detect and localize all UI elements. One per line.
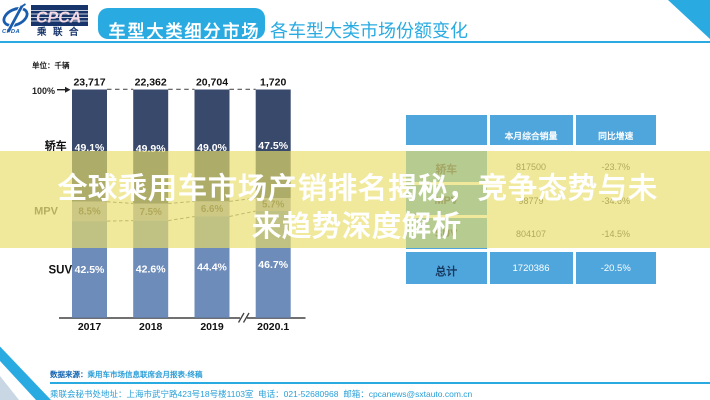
svg-text:CPDA: CPDA: [2, 29, 20, 35]
svg-text:CPCA: CPCA: [36, 10, 81, 27]
svg-text:42.5%: 42.5%: [75, 264, 105, 276]
svg-text:46.7%: 46.7%: [258, 259, 288, 271]
svg-text:SUV: SUV: [48, 264, 72, 276]
svg-text:1,720: 1,720: [260, 77, 286, 89]
svg-text:乘联合: 乘联合: [36, 26, 85, 38]
svg-text:2018: 2018: [139, 321, 163, 333]
svg-text:2017: 2017: [78, 321, 102, 333]
svg-text:2019: 2019: [200, 321, 224, 333]
svg-text:42.6%: 42.6%: [136, 264, 166, 276]
svg-text:20,704: 20,704: [196, 77, 228, 89]
svg-text:23,717: 23,717: [73, 77, 105, 89]
svg-text:22,362: 22,362: [135, 77, 167, 89]
svg-text:轿车: 轿车: [45, 139, 67, 153]
svg-text:2020.1: 2020.1: [257, 321, 289, 333]
svg-text:44.4%: 44.4%: [197, 262, 227, 274]
svg-text:47.5%: 47.5%: [258, 140, 288, 152]
